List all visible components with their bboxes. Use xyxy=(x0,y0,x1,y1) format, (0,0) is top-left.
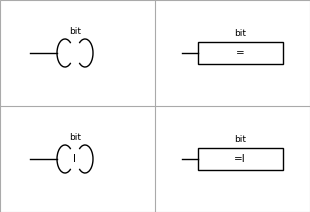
Text: I: I xyxy=(73,154,77,164)
Text: =: = xyxy=(236,48,244,58)
Bar xyxy=(197,42,282,64)
Text: bit: bit xyxy=(69,26,81,35)
Bar xyxy=(197,148,282,170)
Text: bit: bit xyxy=(234,135,246,144)
Text: =I: =I xyxy=(234,154,246,164)
Text: bit: bit xyxy=(234,29,246,38)
Text: bit: bit xyxy=(69,132,81,141)
